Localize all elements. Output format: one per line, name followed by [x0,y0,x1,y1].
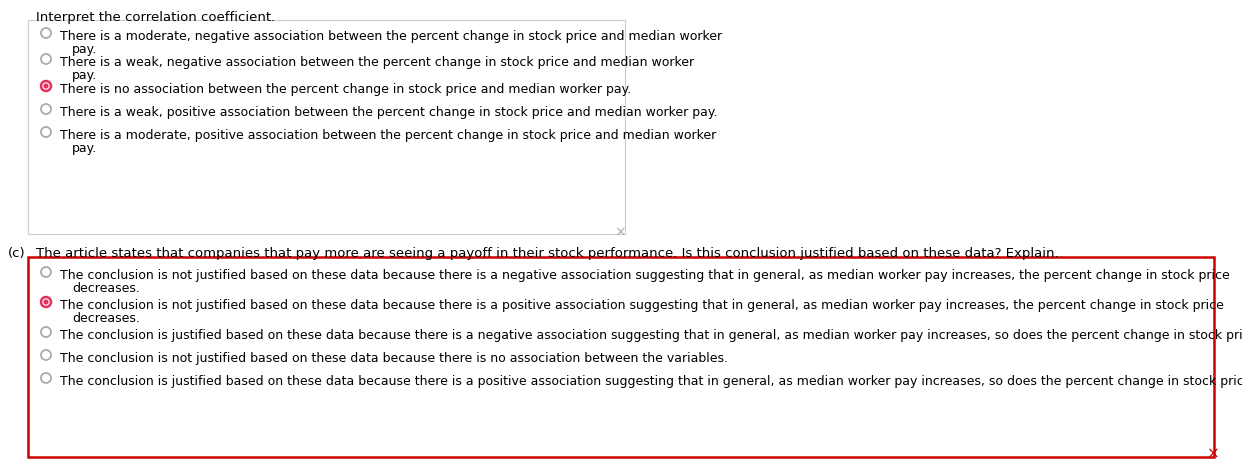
Circle shape [41,327,51,337]
Text: The conclusion is not justified based on these data because there is a positive : The conclusion is not justified based on… [60,299,1223,312]
Circle shape [41,81,51,91]
Circle shape [41,297,51,307]
Text: There is a moderate, negative association between the percent change in stock pr: There is a moderate, negative associatio… [60,30,722,43]
Circle shape [41,104,51,114]
Circle shape [43,299,48,304]
Text: The conclusion is not justified based on these data because there is a negative : The conclusion is not justified based on… [60,269,1230,282]
Bar [29,257,1213,457]
Text: ×: × [1207,447,1220,462]
Bar [29,20,625,234]
Circle shape [41,267,51,277]
Text: The article states that companies that pay more are seeing a payoff in their sto: The article states that companies that p… [36,247,1058,260]
Text: ×: × [614,225,626,239]
Text: decreases.: decreases. [72,312,140,325]
Text: There is a weak, negative association between the percent change in stock price : There is a weak, negative association be… [60,56,694,69]
Circle shape [41,127,51,137]
Circle shape [41,28,51,38]
Text: There is a moderate, positive association between the percent change in stock pr: There is a moderate, positive associatio… [60,129,717,142]
Text: The conclusion is justified based on these data because there is a positive asso: The conclusion is justified based on the… [60,375,1242,388]
Text: pay.: pay. [72,43,97,56]
Text: (c): (c) [7,247,26,260]
Text: pay.: pay. [72,142,97,155]
Circle shape [43,84,48,89]
Text: There is no association between the percent change in stock price and median wor: There is no association between the perc… [60,83,631,96]
Text: The conclusion is not justified based on these data because there is no associat: The conclusion is not justified based on… [60,352,728,365]
Text: There is a weak, positive association between the percent change in stock price : There is a weak, positive association be… [60,106,718,119]
Text: decreases.: decreases. [72,282,140,295]
Circle shape [41,54,51,64]
Text: Interpret the correlation coefficient.: Interpret the correlation coefficient. [36,11,276,24]
Circle shape [41,350,51,360]
Text: The conclusion is justified based on these data because there is a negative asso: The conclusion is justified based on the… [60,329,1242,342]
Circle shape [41,373,51,383]
Text: pay.: pay. [72,69,97,82]
